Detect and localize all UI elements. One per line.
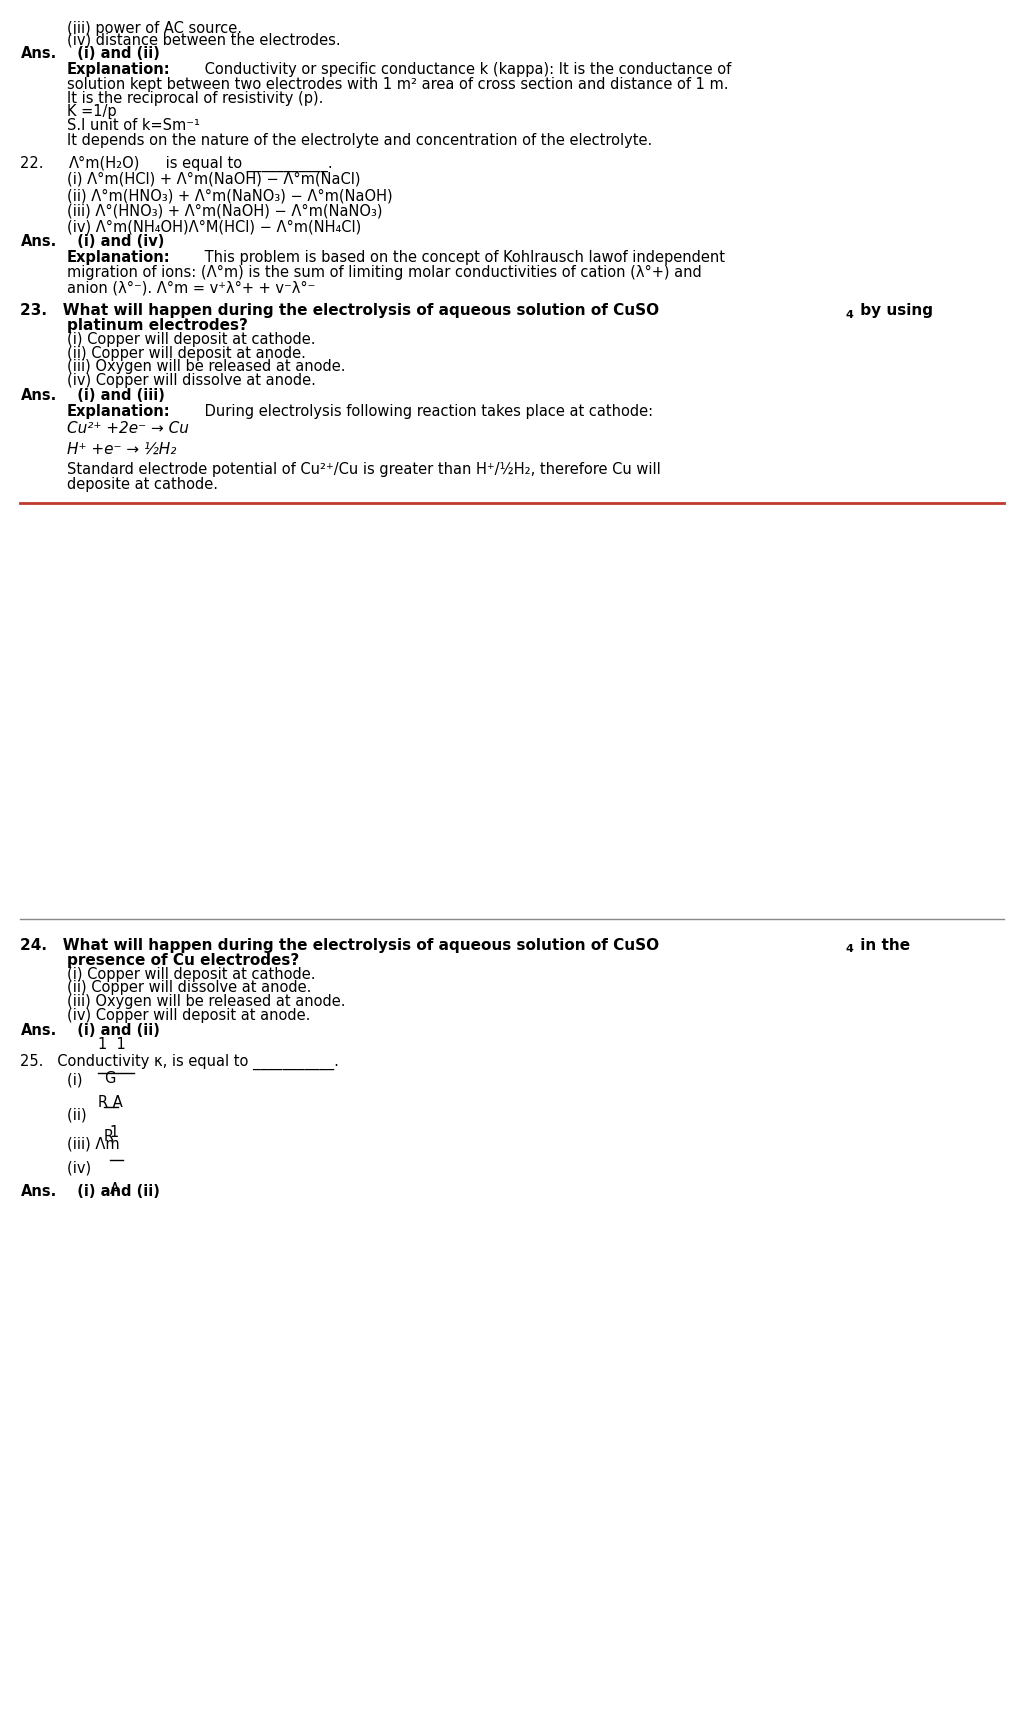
Text: G: G <box>103 1071 115 1086</box>
Text: H⁺ +e⁻ → ½H₂: H⁺ +e⁻ → ½H₂ <box>67 441 176 457</box>
Text: Standard electrode potential of Cu²⁺/Cu is greater than H⁺/½H₂, therefore Cu wil: Standard electrode potential of Cu²⁺/Cu … <box>67 462 660 477</box>
Text: Ans.: Ans. <box>20 1023 56 1039</box>
Text: (ii) Λ°m(HNO₃) + Λ°m(NaNO₃) − Λ°m(NaOH): (ii) Λ°m(HNO₃) + Λ°m(NaNO₃) − Λ°m(NaOH) <box>67 188 392 204</box>
Text: K =1/p: K =1/p <box>67 104 116 120</box>
Text: (i) and (ii): (i) and (ii) <box>68 1023 160 1039</box>
Text: (i) and (ii): (i) and (ii) <box>68 46 160 62</box>
Text: (i) and (iii): (i) and (iii) <box>68 388 165 404</box>
Text: (iv) Λ°m(NH₄OH)Λ°M(HCl) − Λ°m(NH₄Cl): (iv) Λ°m(NH₄OH)Λ°M(HCl) − Λ°m(NH₄Cl) <box>67 219 360 234</box>
Text: (iii) Oxygen will be released at anode.: (iii) Oxygen will be released at anode. <box>67 994 345 1009</box>
Text: (iv) Copper will dissolve at anode.: (iv) Copper will dissolve at anode. <box>67 373 315 388</box>
Text: Conductivity or specific conductance k (kappa): It is the conductance of: Conductivity or specific conductance k (… <box>201 62 731 77</box>
Text: deposite at cathode.: deposite at cathode. <box>67 477 217 493</box>
Text: It depends on the nature of the electrolyte and concentration of the electrolyte: It depends on the nature of the electrol… <box>67 133 652 149</box>
Text: Explanation:: Explanation: <box>67 250 170 265</box>
Text: in the: in the <box>855 938 910 953</box>
Text: migration of ions: (Λ°m) is the sum of limiting molar conductivities of cation (: migration of ions: (Λ°m) is the sum of l… <box>67 265 701 281</box>
Text: (iv) Copper will deposit at anode.: (iv) Copper will deposit at anode. <box>67 1008 310 1023</box>
Text: anion (λ°⁻). Λ°m = v⁺λ°+ + v⁻λ°⁻: anion (λ°⁻). Λ°m = v⁺λ°+ + v⁻λ°⁻ <box>67 281 315 296</box>
Text: It is the reciprocal of resistivity (p).: It is the reciprocal of resistivity (p). <box>67 91 323 106</box>
Text: (i): (i) <box>67 1073 91 1088</box>
Text: A: A <box>110 1182 120 1198</box>
Text: presence of Cu electrodes?: presence of Cu electrodes? <box>67 953 299 968</box>
Text: This problem is based on the concept of Kohlrausch lawof independent: This problem is based on the concept of … <box>201 250 725 265</box>
Text: 23.   What will happen during the electrolysis of aqueous solution of CuSO: 23. What will happen during the electrol… <box>20 303 659 318</box>
Text: 1: 1 <box>110 1124 119 1140</box>
Text: Ans.: Ans. <box>20 234 56 250</box>
Text: 1  1: 1 1 <box>98 1037 126 1052</box>
Text: is equal to ___________.: is equal to ___________. <box>161 156 333 171</box>
Text: 24.   What will happen during the electrolysis of aqueous solution of CuSO: 24. What will happen during the electrol… <box>20 938 659 953</box>
Text: (i) Copper will deposit at cathode.: (i) Copper will deposit at cathode. <box>67 967 315 982</box>
Text: S.I unit of k=Sm⁻¹: S.I unit of k=Sm⁻¹ <box>67 118 200 133</box>
Text: Explanation:: Explanation: <box>67 404 170 419</box>
Text: R A: R A <box>98 1095 123 1110</box>
Text: (i) Copper will deposit at cathode.: (i) Copper will deposit at cathode. <box>67 332 315 347</box>
Text: Ans.: Ans. <box>20 46 56 62</box>
Text: (iii) Oxygen will be released at anode.: (iii) Oxygen will be released at anode. <box>67 359 345 375</box>
Text: solution kept between two electrodes with 1 m² area of cross section and distanc: solution kept between two electrodes wit… <box>67 77 728 92</box>
Text: (iv): (iv) <box>67 1160 100 1175</box>
Text: Λ°m(H₂O): Λ°m(H₂O) <box>69 156 140 171</box>
Text: (iv) distance between the electrodes.: (iv) distance between the electrodes. <box>67 33 340 48</box>
Text: (i) and (iv): (i) and (iv) <box>68 234 165 250</box>
Text: 22.: 22. <box>20 156 57 171</box>
Text: Ans.: Ans. <box>20 1184 56 1199</box>
Text: (iii) Λm: (iii) Λm <box>67 1136 119 1152</box>
Text: (i) and (ii): (i) and (ii) <box>68 1184 160 1199</box>
Text: (iii) Λ°(HNO₃) + Λ°m(NaOH) − Λ°m(NaNO₃): (iii) Λ°(HNO₃) + Λ°m(NaOH) − Λ°m(NaNO₃) <box>67 204 382 219</box>
Text: 4: 4 <box>845 944 853 955</box>
Text: (ii) Copper will dissolve at anode.: (ii) Copper will dissolve at anode. <box>67 980 311 996</box>
Text: R: R <box>103 1129 114 1145</box>
Text: 4: 4 <box>845 310 853 320</box>
Text: 25.   Conductivity κ, is equal to ___________.: 25. Conductivity κ, is equal to ________… <box>20 1054 339 1069</box>
Text: (iii) power of AC source.: (iii) power of AC source. <box>67 21 242 36</box>
Text: Cu²⁺ +2e⁻ → Cu: Cu²⁺ +2e⁻ → Cu <box>67 421 188 436</box>
Text: platinum electrodes?: platinum electrodes? <box>67 318 248 334</box>
Text: Ans.: Ans. <box>20 388 56 404</box>
Text: During electrolysis following reaction takes place at cathode:: During electrolysis following reaction t… <box>201 404 653 419</box>
Text: by using: by using <box>855 303 933 318</box>
Text: (i) Λ°m(HCl) + Λ°m(NaOH) − Λ°m(NaCl): (i) Λ°m(HCl) + Λ°m(NaOH) − Λ°m(NaCl) <box>67 171 360 186</box>
Text: (ii) Copper will deposit at anode.: (ii) Copper will deposit at anode. <box>67 346 305 361</box>
Text: (ii): (ii) <box>67 1107 95 1122</box>
Text: Explanation:: Explanation: <box>67 62 170 77</box>
